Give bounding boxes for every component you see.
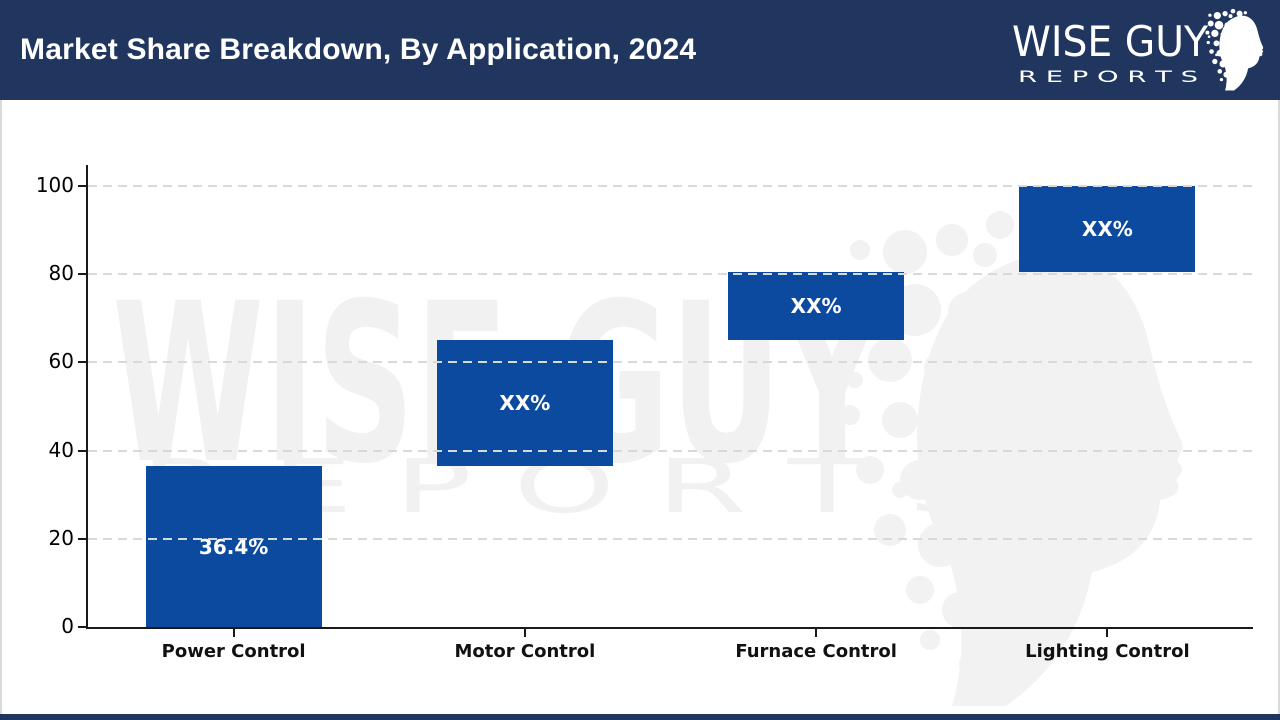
x-axis-tick <box>815 629 818 637</box>
bar-value-label: XX% <box>499 391 551 416</box>
bar-segment: XX% <box>728 272 905 341</box>
y-axis-line <box>86 165 88 629</box>
y-axis-tick-label: 20 <box>48 525 74 550</box>
y-axis-tick-label: 100 <box>35 173 74 197</box>
bar-segment: 36.4% <box>145 466 322 627</box>
y-axis-tick <box>78 361 86 364</box>
x-axis-tick <box>232 629 235 637</box>
logo-text-line1: WISE GUY <box>1012 17 1208 66</box>
y-axis-tick-label: 0 <box>61 614 74 638</box>
x-axis-tick <box>523 629 526 637</box>
bar-value-label: XX% <box>790 294 842 319</box>
bar-segment: XX% <box>436 340 613 467</box>
y-axis-tick <box>78 185 86 187</box>
left-border <box>0 100 2 714</box>
x-axis-tick <box>1106 629 1109 637</box>
y-axis-tick <box>78 273 86 276</box>
bar-value-label: XX% <box>1081 217 1133 242</box>
gridline <box>88 361 1253 364</box>
y-axis-tick <box>78 449 86 452</box>
x-axis-category-label: Lighting Control <box>1025 641 1190 662</box>
y-axis-tick-label: 40 <box>48 437 74 462</box>
bar-segment: XX% <box>1019 186 1196 273</box>
logo-head-icon <box>1205 8 1264 91</box>
x-axis-category-label: Motor Control <box>454 641 596 662</box>
x-axis-line <box>86 627 1253 629</box>
y-axis-tick <box>78 626 86 628</box>
y-axis-tick-label: 60 <box>48 349 74 374</box>
gridline <box>88 273 1253 276</box>
y-axis-tick <box>78 537 86 540</box>
x-axis-category-label: Furnace Control <box>735 641 897 662</box>
logo-text-line2: R E P O R T S <box>1018 67 1198 86</box>
x-axis-category-label: Power Control <box>161 641 306 662</box>
header-bar: Market Share Breakdown, By Application, … <box>0 0 1280 100</box>
page-title: Market Share Breakdown, By Application, … <box>20 33 697 66</box>
gridline <box>88 449 1253 452</box>
right-border <box>1278 100 1280 714</box>
gridline <box>88 537 1253 540</box>
footer-bar <box>0 714 1280 720</box>
gridline <box>88 185 1253 187</box>
y-axis-tick-label: 80 <box>48 261 74 286</box>
wiseguy-logo: WISE GUY R E P O R T S <box>1012 8 1264 91</box>
